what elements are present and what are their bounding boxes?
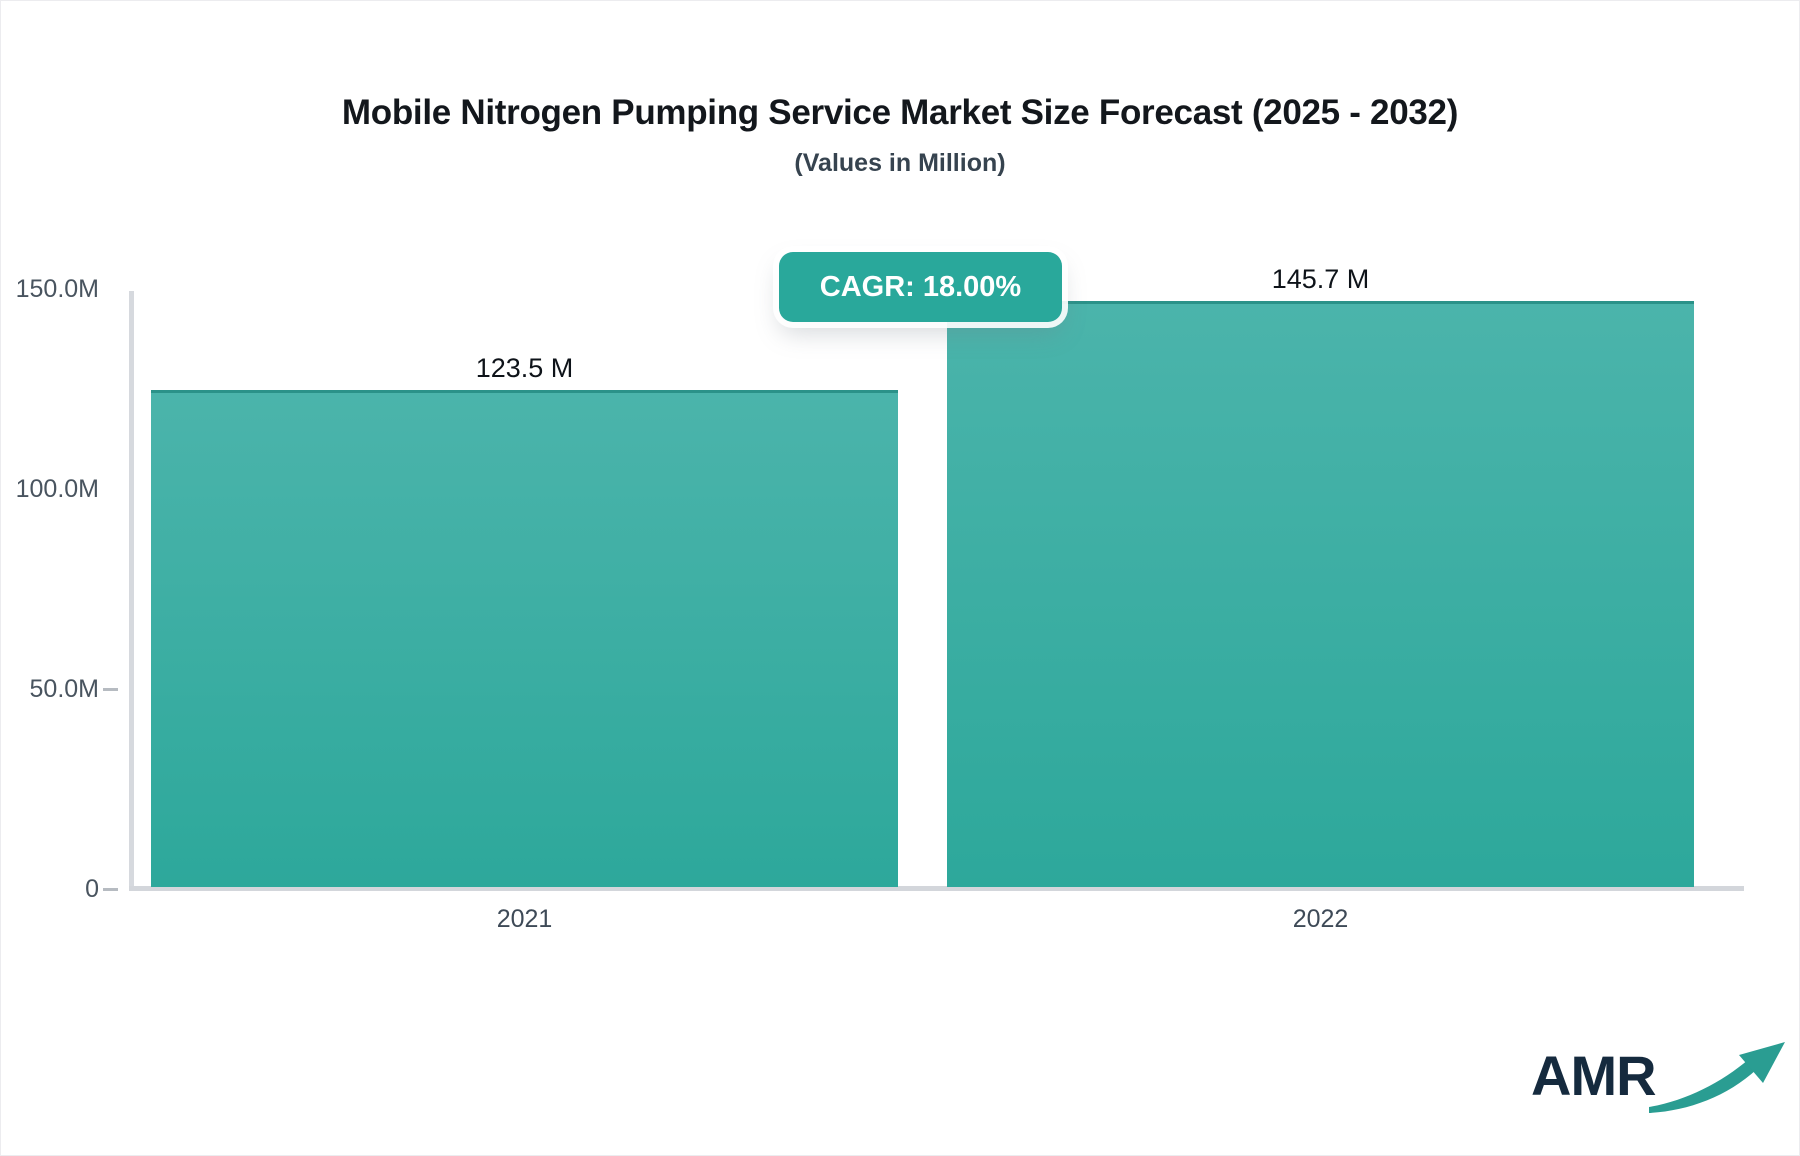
growth-arrow-icon: [1649, 1042, 1785, 1113]
cagr-badge: CAGR: 18.00%: [779, 252, 1062, 322]
chart-subtitle: (Values in Million): [794, 149, 1006, 177]
x-axis-label-2021: 2021: [496, 905, 553, 933]
chart-title: Mobile Nitrogen Pumping Service Market S…: [341, 93, 1459, 132]
bar-2021: 123.5 M 2021: [151, 353, 898, 933]
y-tick-label-100m: 100.0M: [15, 475, 99, 503]
y-tick-label-50m: 50.0M: [29, 675, 99, 703]
y-axis-line: [129, 291, 134, 889]
bar-value-label-2021: 123.5 M: [475, 353, 574, 383]
y-tick-mark-0: [103, 888, 118, 891]
y-tick-label-150m: 150.0M: [15, 275, 99, 303]
x-axis-line: [129, 886, 1744, 891]
bar-value-label-2022: 145.7 M: [1271, 264, 1370, 294]
y-tick-label-0: 0: [85, 875, 99, 903]
y-tick-mark-50m: [103, 688, 118, 691]
bar-2022: 145.7 M 2022: [947, 264, 1694, 933]
amr-logo-text: AMR: [1531, 1044, 1657, 1107]
x-axis-label-2022: 2022: [1292, 905, 1349, 933]
amr-logo: AMR: [1525, 1033, 1785, 1128]
